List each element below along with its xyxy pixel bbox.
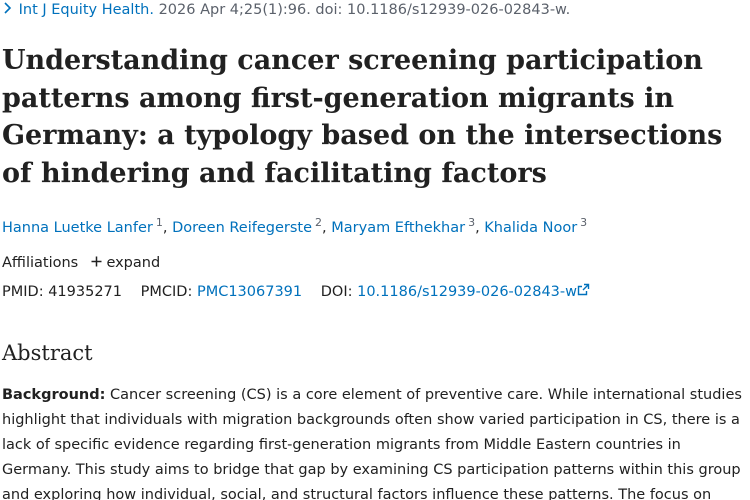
pmcid-link[interactable]: PMC13067391 [196, 284, 303, 300]
author-name[interactable]: Khalida Noor [484, 220, 578, 236]
expand-text[interactable]: expand [106, 255, 161, 271]
abstract-heading: Abstract [2, 341, 93, 365]
expand-toggle[interactable]: expand [91, 255, 160, 271]
plus-icon [91, 256, 102, 267]
identifiers: PMID: 41935271 PMCID: PMC13067391 DOI: 1… [2, 283, 590, 300]
pmcid-label: PMCID: [140, 284, 193, 300]
doi-label: DOI: [320, 284, 353, 300]
author-list: Hanna Luetke Lanfer1Doreen Reifegerste2M… [2, 216, 587, 236]
citation-details: 2026 Apr 4;25(1):96. doi: 10.1186/s12939… [158, 2, 571, 18]
author-name[interactable]: Maryam Efthekhar [331, 220, 466, 236]
affiliation-ref[interactable]: 3 [468, 216, 476, 229]
author: Hanna Luetke Lanfer 1 [2, 216, 163, 236]
pmid-label: PMID: [2, 284, 44, 300]
affiliations-label: Affiliations [2, 255, 79, 271]
doi-link[interactable]: 10.1186/s12939-026-02843-w [357, 284, 577, 300]
author-name[interactable]: Hanna Luetke Lanfer [2, 220, 153, 236]
background-text: Cancer screening (CS) is a core element … [2, 387, 742, 500]
external-link-icon [577, 283, 590, 296]
affiliation-ref[interactable]: 3 [580, 216, 588, 229]
abstract-background: Background: Cancer screening (CS) is a c… [2, 383, 747, 500]
citation: Int J Equity Health. 2026 Apr 4;25(1):96… [2, 2, 570, 18]
affiliation-ref[interactable]: 1 [155, 216, 163, 229]
article-title: Understanding cancer screening participa… [2, 45, 723, 189]
affiliations: Affiliations expand [2, 255, 160, 271]
pmid: 41935271 [48, 284, 123, 300]
affiliation-ref[interactable]: 2 [315, 216, 323, 229]
author-name[interactable]: Doreen Reifegerste [172, 220, 313, 236]
journal-link[interactable]: Int J Equity Health. [18, 2, 154, 18]
chevron-icon [4, 2, 12, 14]
background-label: Background: [2, 387, 106, 403]
